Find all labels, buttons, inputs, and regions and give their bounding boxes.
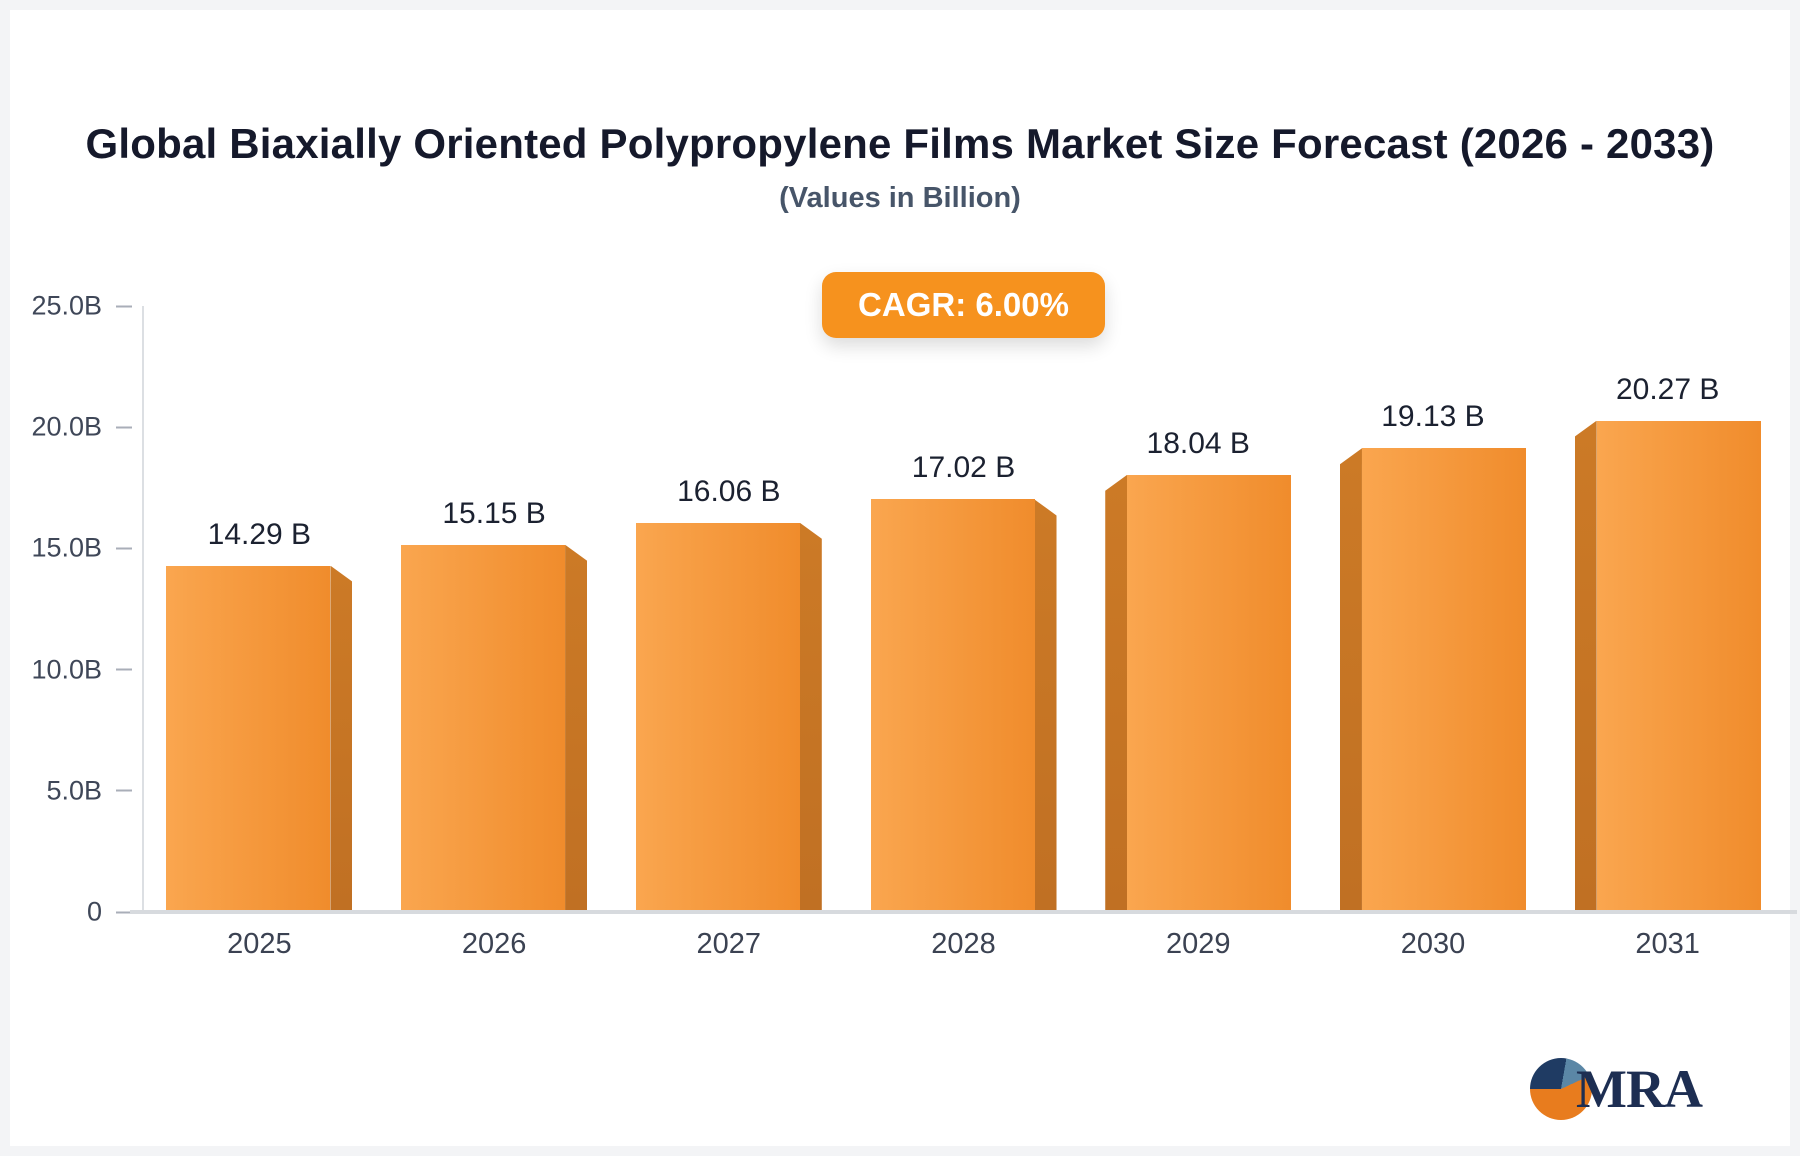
bar-side-face: [1339, 448, 1362, 912]
bar-2027: 16.06 B: [635, 475, 822, 912]
y-axis-line: [142, 306, 144, 912]
x-tick-label: 2028: [931, 928, 996, 960]
bar-column: 17.02 B: [846, 306, 1081, 912]
bar-value-label: 20.27 B: [1615, 372, 1720, 406]
y-tick-label: 5.0B: [46, 775, 102, 806]
bar-front-face: [1361, 448, 1526, 912]
bar-front-face: [635, 522, 800, 912]
bar-value-label: 17.02 B: [911, 451, 1016, 485]
x-axis-labels: 2025 2026 2027 2028 2029 2030 2031: [142, 928, 1785, 961]
bar-column: 16.06 B: [611, 306, 846, 912]
x-tick-label: 2026: [461, 928, 527, 960]
y-tick: 15.0B: [31, 533, 132, 564]
bars-row: 14.29 B 15.15 B 16.06 B 17.02 B 18.04 B 19.13…: [142, 306, 1785, 912]
bar-2026: 15.15 B: [401, 497, 588, 912]
y-tick-mark: [116, 305, 132, 307]
y-tick: 20.0B: [31, 412, 132, 443]
y-tick-mark: [116, 426, 132, 429]
chart-title: Global Biaxially Oriented Polypropylene …: [85, 120, 1715, 167]
y-tick: 25.0B: [31, 291, 132, 322]
bar-value-label: 18.04 B: [1146, 426, 1250, 460]
bar-column: 15.15 B: [377, 306, 612, 912]
y-tick-mark: [116, 547, 132, 550]
bar-column: 19.13 B: [1316, 306, 1551, 912]
bar-side-face: [799, 522, 822, 912]
bar-2031: 20.27 B: [1574, 373, 1761, 912]
bar-value-label: 19.13 B: [1381, 400, 1485, 434]
bar-column: 20.27 B: [1550, 306, 1785, 912]
bar-side-face: [330, 565, 353, 912]
bar-2030: 19.13 B: [1339, 400, 1526, 912]
bar-side-face: [1574, 420, 1597, 912]
y-tick: 5.0B: [46, 775, 132, 806]
y-tick-mark: [116, 789, 132, 792]
x-tick-label: 2025: [227, 928, 292, 960]
bar-2025: 14.29 B: [166, 518, 353, 912]
bar-front-face: [166, 565, 331, 912]
x-tick-label: 2027: [696, 928, 762, 960]
logo-text: MRA: [1576, 1059, 1703, 1119]
bar-value-label: 16.06 B: [677, 474, 781, 508]
chart-card: Global Biaxially Oriented Polypropylene …: [10, 10, 1797, 1146]
x-tick-label: 2030: [1400, 928, 1466, 960]
y-tick-label: 20.0B: [31, 411, 102, 442]
logo-pie-icon: [1530, 1058, 1593, 1120]
logo: MRA: [1530, 1058, 1703, 1120]
x-tick-label: 2031: [1635, 928, 1700, 960]
bar-front-face: [1596, 420, 1761, 912]
badge-row: CAGR: 6.00%: [142, 272, 1785, 338]
bar-2029: 18.04 B: [1105, 427, 1292, 912]
bar-side-face: [1034, 499, 1057, 912]
plot-area: 14.29 B 15.15 B 16.06 B 17.02 B 18.04 B 19.13…: [130, 306, 1797, 914]
y-tick-label: 25.0B: [31, 290, 102, 321]
bar-front-face: [870, 499, 1035, 912]
bar-front-face: [1127, 474, 1292, 912]
bar-column: 14.29 B: [142, 306, 377, 912]
bar-column: 18.04 B: [1081, 306, 1316, 912]
chart-subtitle: (Values in Billion): [779, 182, 1021, 214]
bar-side-face: [565, 544, 588, 912]
y-tick: 10.0B: [31, 654, 132, 685]
bar-value-label: 15.15 B: [442, 496, 546, 530]
y-tick-mark: [116, 911, 132, 913]
x-axis-line: [130, 910, 1797, 914]
bar-2028: 17.02 B: [870, 451, 1057, 912]
cagr-badge: CAGR: 6.00%: [822, 272, 1105, 338]
x-tick-label: 2029: [1165, 928, 1231, 960]
y-tick: 0: [87, 897, 132, 928]
y-tick-label: 15.0B: [31, 532, 102, 563]
y-tick-label: 0: [86, 896, 102, 927]
bar-front-face: [401, 544, 566, 912]
bar-side-face: [1105, 474, 1128, 912]
y-tick-mark: [116, 668, 132, 671]
y-tick-label: 10.0B: [31, 654, 102, 685]
bar-value-label: 14.29 B: [207, 517, 312, 551]
y-axis: 25.0B 20.0B 15.0B 10.0B 5.0B 0: [10, 291, 142, 927]
